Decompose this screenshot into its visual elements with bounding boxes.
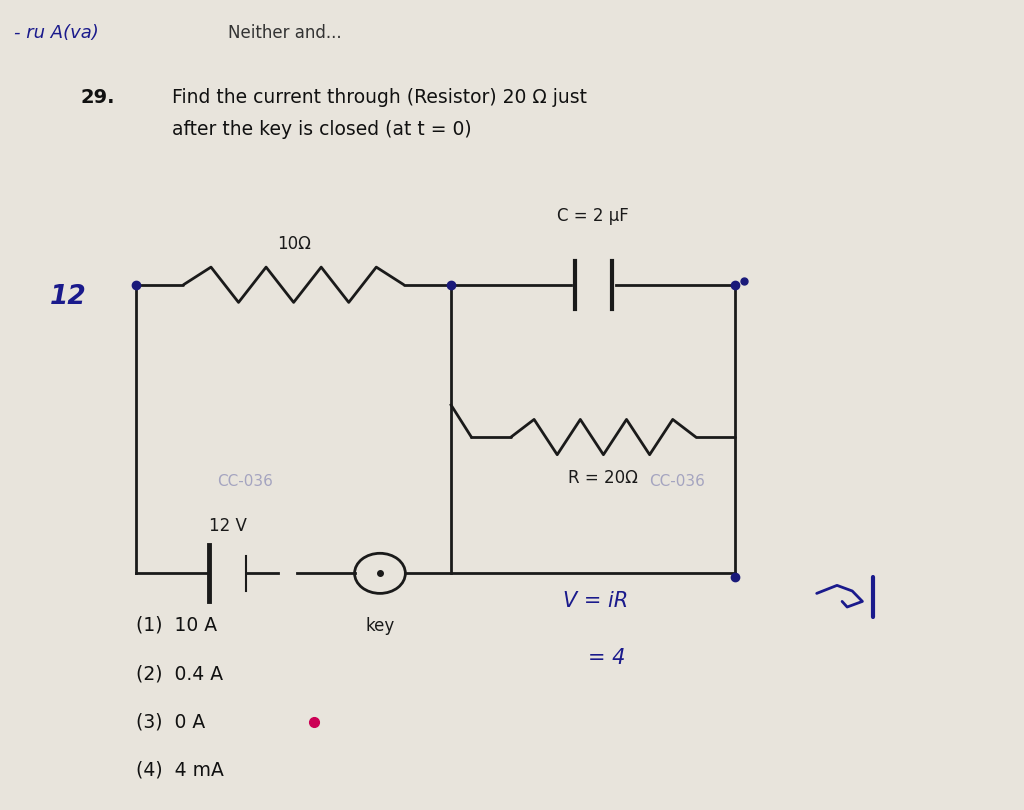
Text: (4)  4 mA: (4) 4 mA [136, 761, 224, 779]
Text: C = 2 μF: C = 2 μF [557, 207, 629, 224]
Text: V = iR: V = iR [563, 591, 628, 612]
Text: R = 20Ω: R = 20Ω [568, 469, 638, 487]
Text: = 4: = 4 [588, 647, 626, 667]
Text: Find the current through (Resistor) 20 Ω just: Find the current through (Resistor) 20 Ω… [172, 88, 587, 108]
Text: Neither and...: Neither and... [227, 24, 341, 42]
Text: (2)  0.4 A: (2) 0.4 A [136, 664, 223, 683]
Text: CC-036: CC-036 [649, 474, 705, 488]
Text: 10Ω: 10Ω [276, 235, 310, 253]
Text: (3)  0 A: (3) 0 A [136, 712, 206, 731]
Text: CC-036: CC-036 [217, 474, 273, 488]
Text: (1)  10 A: (1) 10 A [136, 616, 217, 635]
Text: 29.: 29. [80, 88, 115, 108]
Text: 12 V: 12 V [209, 517, 247, 535]
Text: after the key is closed (at t = 0): after the key is closed (at t = 0) [172, 121, 471, 139]
Text: 12: 12 [50, 284, 87, 309]
Text: - ru A(va): - ru A(va) [14, 24, 99, 42]
Text: key: key [366, 617, 394, 635]
